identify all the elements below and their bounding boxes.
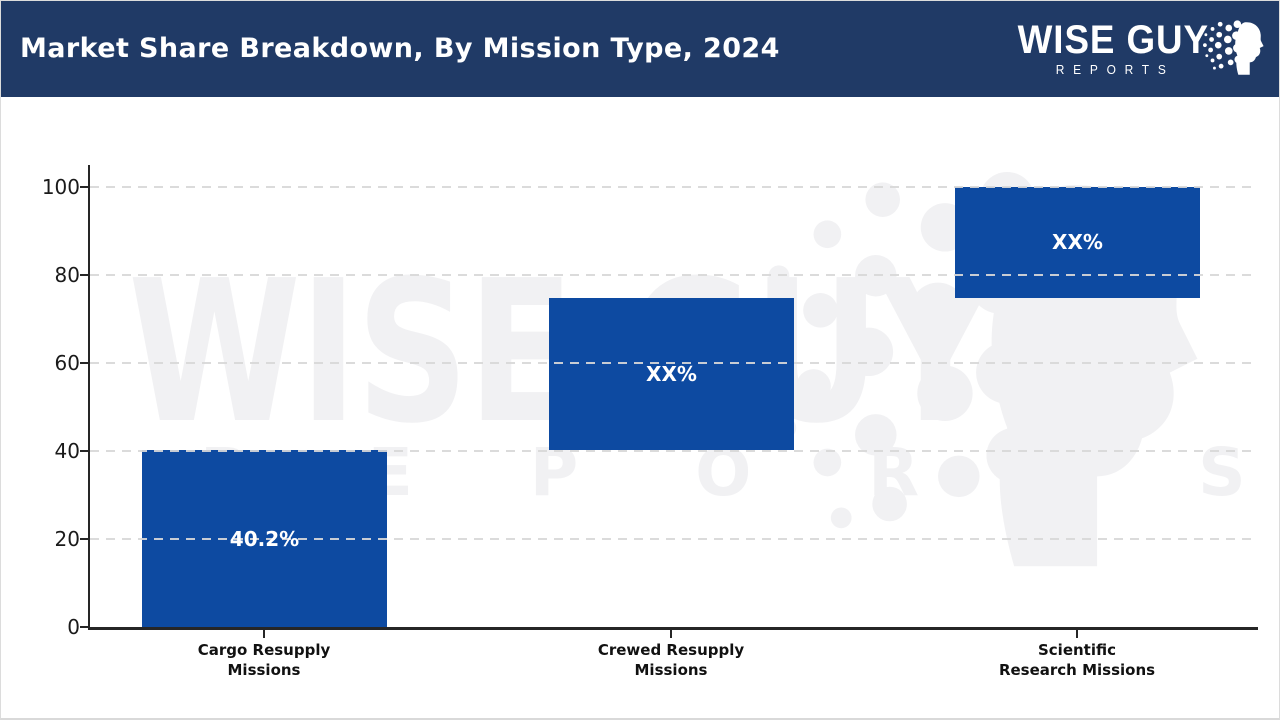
x-category-line: Missions xyxy=(227,661,301,679)
x-category-crewed: Crewed Resupply Missions xyxy=(511,640,831,680)
y-tick-60: 60 xyxy=(54,351,80,375)
y-tickmark xyxy=(80,538,88,540)
x-axis-line xyxy=(88,627,1258,630)
bar-crewed-resupply xyxy=(549,297,794,451)
gridline-80 xyxy=(90,274,1258,276)
bar-value-label: XX% xyxy=(646,362,697,386)
wiseguy-logo: WISE GUY REPORTS xyxy=(1001,6,1266,92)
y-tickmark xyxy=(80,274,88,276)
y-tickmark xyxy=(80,626,88,628)
gridline-20 xyxy=(90,538,1258,540)
x-category-line: Crewed Resupply xyxy=(597,641,745,659)
bar-value-label: XX% xyxy=(1052,230,1103,255)
x-category-line: Missions xyxy=(634,661,708,679)
gridline-60 xyxy=(90,362,1258,364)
y-tick-40: 40 xyxy=(54,439,80,463)
y-tick-100: 100 xyxy=(41,175,80,199)
x-category-line: Scientific xyxy=(1037,641,1116,659)
bar-value-label: 40.2% xyxy=(229,526,300,551)
wiseguy-head-icon xyxy=(1203,20,1264,75)
x-tickmark xyxy=(263,630,265,638)
page-title: Market Share Breakdown, By Mission Type,… xyxy=(20,33,780,64)
y-axis-line xyxy=(88,165,90,630)
y-tick-20: 20 xyxy=(54,527,80,551)
x-tickmark xyxy=(1076,630,1078,638)
x-tickmark xyxy=(670,630,672,638)
header-bar: Market Share Breakdown, By Mission Type,… xyxy=(0,0,1280,97)
gridline-100 xyxy=(90,186,1258,188)
y-tick-0: 0 xyxy=(67,615,80,639)
wiseguy-logo-line1: WISE GUY xyxy=(1017,18,1210,62)
x-category-line: Research Missions xyxy=(998,661,1156,679)
x-category-cargo: Cargo Resupply Missions xyxy=(104,640,424,680)
gridline-40 xyxy=(90,450,1258,452)
wiseguy-logo-text: WISE GUY REPORTS xyxy=(1018,20,1209,78)
y-tickmark xyxy=(80,450,88,452)
x-category-line: Cargo Resupply xyxy=(197,641,331,659)
y-tickmark xyxy=(80,186,88,188)
x-category-scientific: Scientific Research Missions xyxy=(917,640,1237,680)
wiseguy-logo-line2: REPORTS xyxy=(1055,62,1175,77)
y-tick-80: 80 xyxy=(54,263,80,287)
y-tickmark xyxy=(80,362,88,364)
bar-scientific-research xyxy=(955,187,1200,298)
